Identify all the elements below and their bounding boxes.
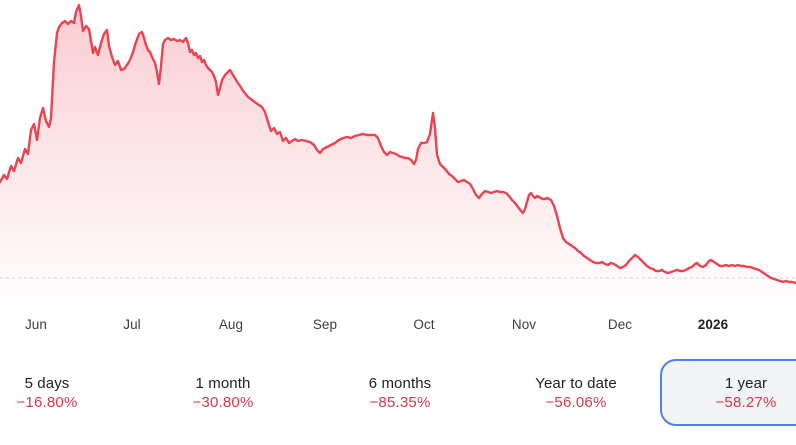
range-button-1-year-selected[interactable]: 1 year −58.27% <box>660 359 796 426</box>
x-axis-tick: Nov <box>511 317 537 332</box>
price-chart-svg[interactable] <box>0 0 796 312</box>
x-axis-tick: Jul <box>123 317 141 332</box>
range-change: −85.35% <box>369 393 431 411</box>
price-chart[interactable] <box>0 0 796 312</box>
range-label: 5 days <box>24 374 70 392</box>
range-button-1-month[interactable]: 1 month −30.80% <box>133 359 313 426</box>
range-button-year-to-date[interactable]: Year to date −56.06% <box>486 359 666 426</box>
range-label: 1 month <box>195 374 251 392</box>
x-axis-tick: Dec <box>607 317 633 332</box>
price-area-fill <box>0 5 796 312</box>
range-label: 1 year <box>724 374 768 392</box>
range-change: −30.80% <box>192 393 254 411</box>
price-line <box>0 3 796 285</box>
x-axis-tick: Aug <box>218 317 244 332</box>
x-axis: JunJulAugSepOctNovDec2026Feb <box>0 316 796 338</box>
x-axis-tick: Oct <box>413 317 435 332</box>
x-axis-tick: Jun <box>24 317 48 332</box>
range-label: 6 months <box>368 374 432 392</box>
range-change: −16.80% <box>16 393 78 411</box>
range-label: Year to date <box>535 374 617 392</box>
range-button-6-months[interactable]: 6 months −85.35% <box>310 359 490 426</box>
x-axis-tick: Sep <box>312 317 338 332</box>
range-button-5-days[interactable]: 5 days −16.80% <box>0 359 137 426</box>
range-change: −58.27% <box>715 393 777 411</box>
x-axis-tick: 2026 <box>697 317 729 332</box>
range-change: −56.06% <box>545 393 607 411</box>
